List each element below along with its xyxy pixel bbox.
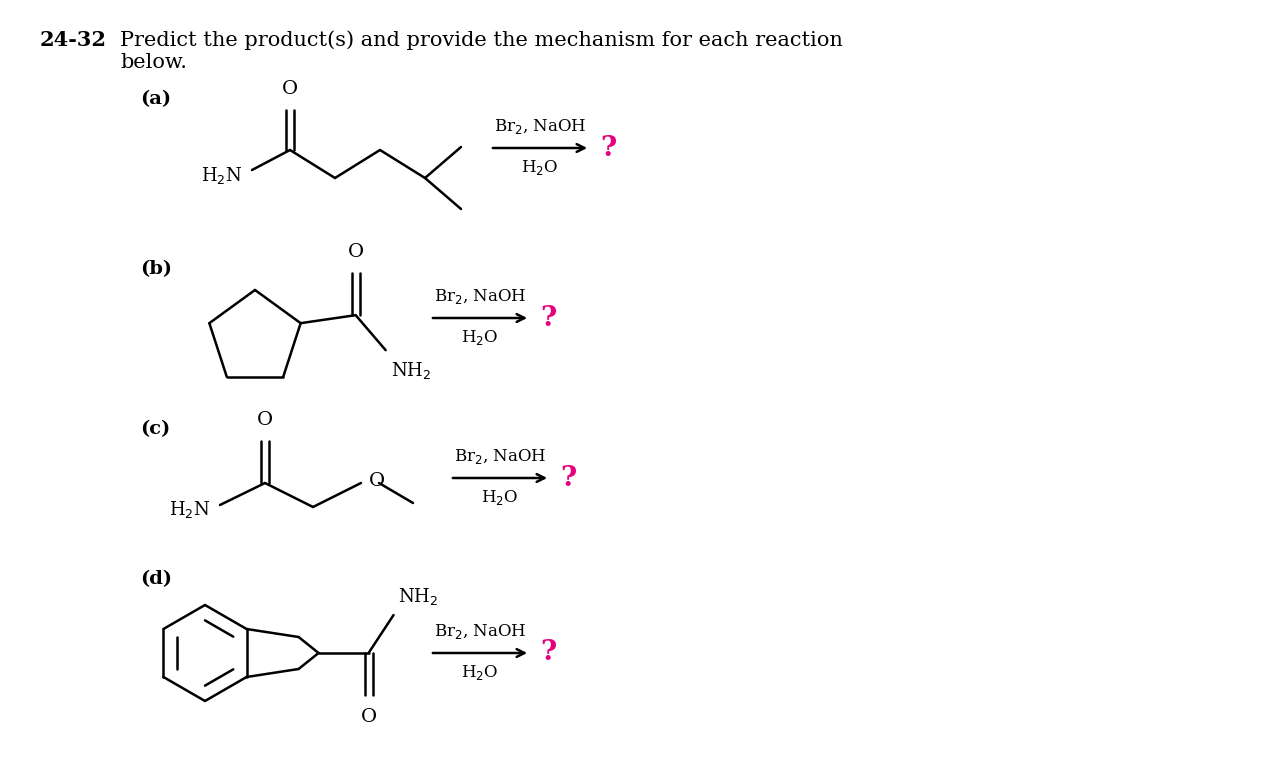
Text: NH$_2$: NH$_2$ — [390, 360, 431, 381]
Text: 24-32: 24-32 — [40, 30, 108, 50]
Text: (d): (d) — [140, 570, 172, 588]
Text: H$_2$O: H$_2$O — [481, 488, 518, 507]
Text: Br$_2$, NaOH: Br$_2$, NaOH — [494, 117, 586, 136]
Text: H$_2$O: H$_2$O — [521, 158, 558, 177]
Text: ?: ? — [600, 134, 616, 161]
Text: Br$_2$, NaOH: Br$_2$, NaOH — [434, 287, 526, 306]
Text: H$_2$N: H$_2$N — [169, 498, 210, 519]
Text: ?: ? — [561, 465, 576, 492]
Text: Predict the product(s) and provide the mechanism for each reaction: Predict the product(s) and provide the m… — [120, 30, 842, 50]
Text: NH$_2$: NH$_2$ — [398, 586, 438, 607]
Text: (b): (b) — [140, 260, 172, 278]
Text: O: O — [369, 472, 385, 490]
Text: Br$_2$, NaOH: Br$_2$, NaOH — [434, 622, 526, 641]
Text: O: O — [361, 708, 376, 726]
Text: H$_2$O: H$_2$O — [461, 663, 499, 682]
Text: ?: ? — [540, 640, 557, 667]
Text: O: O — [348, 243, 364, 261]
Text: O: O — [257, 411, 273, 429]
Text: H$_2$N: H$_2$N — [201, 164, 242, 186]
Text: H$_2$O: H$_2$O — [461, 328, 499, 347]
Text: O: O — [282, 80, 298, 98]
Text: (a): (a) — [140, 90, 172, 108]
Text: below.: below. — [120, 53, 187, 72]
Text: Br$_2$, NaOH: Br$_2$, NaOH — [453, 447, 547, 466]
Text: ?: ? — [540, 304, 557, 332]
Text: (c): (c) — [140, 420, 170, 438]
